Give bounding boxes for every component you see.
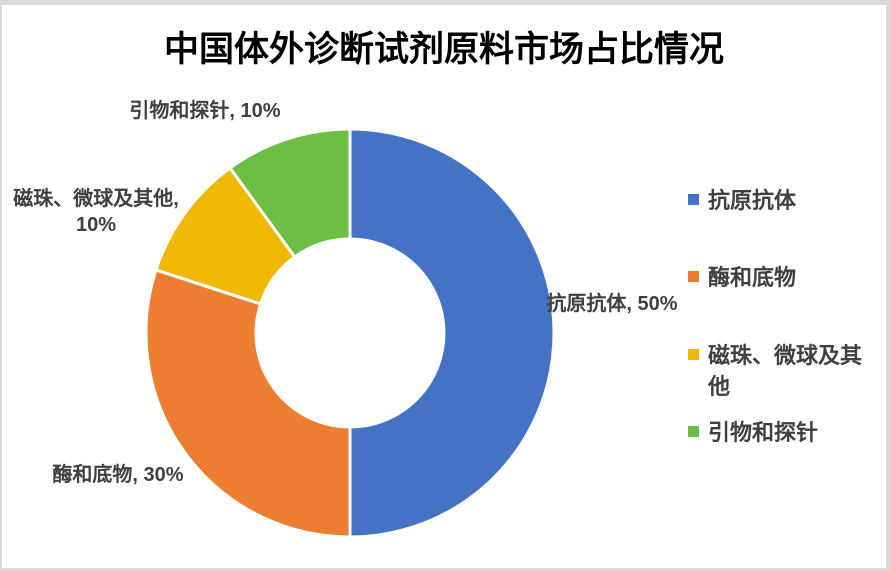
legend-label: 引物和探针 [708,420,819,445]
legend-label: 抗原抗体 [708,188,797,213]
pie-slice-3 [228,127,352,259]
pie-slice-1 [144,268,352,539]
legend-item-beads-microspheres: 磁珠、微球及其他 [688,341,870,403]
data-label-antigen-antibody: 抗原抗体, 50% [546,293,678,315]
legend-item-enzymes-substrates: 酶和底物 [688,263,870,294]
legend-item-primers-probes: 引物和探针 [688,418,870,449]
donut-chart [144,127,556,539]
legend-swatch-yellow-icon [688,349,699,360]
data-label-beads-microspheres: 磁珠、微球及其他, 10% [13,188,179,236]
legend-swatch-blue-icon [688,194,699,205]
legend-item-antigen-antibody: 抗原抗体 [688,186,870,217]
legend-label: 酶和底物 [708,265,797,290]
chart-title: 中国体外诊断试剂原料市场占比情况 [163,30,724,69]
legend-swatch-orange-icon [688,271,699,282]
data-label-enzymes-substrates: 酶和底物, 30% [52,464,184,486]
pie-slice-0 [348,127,556,539]
legend-label: 磁珠、微球及其他 [708,343,863,399]
data-label-primers-probes: 引物和探针, 10% [129,100,281,122]
legend-swatch-green-icon [688,426,699,437]
chart-legend: 抗原抗体 酶和底物 磁珠、微球及其他 引物和探针 [688,5,886,568]
